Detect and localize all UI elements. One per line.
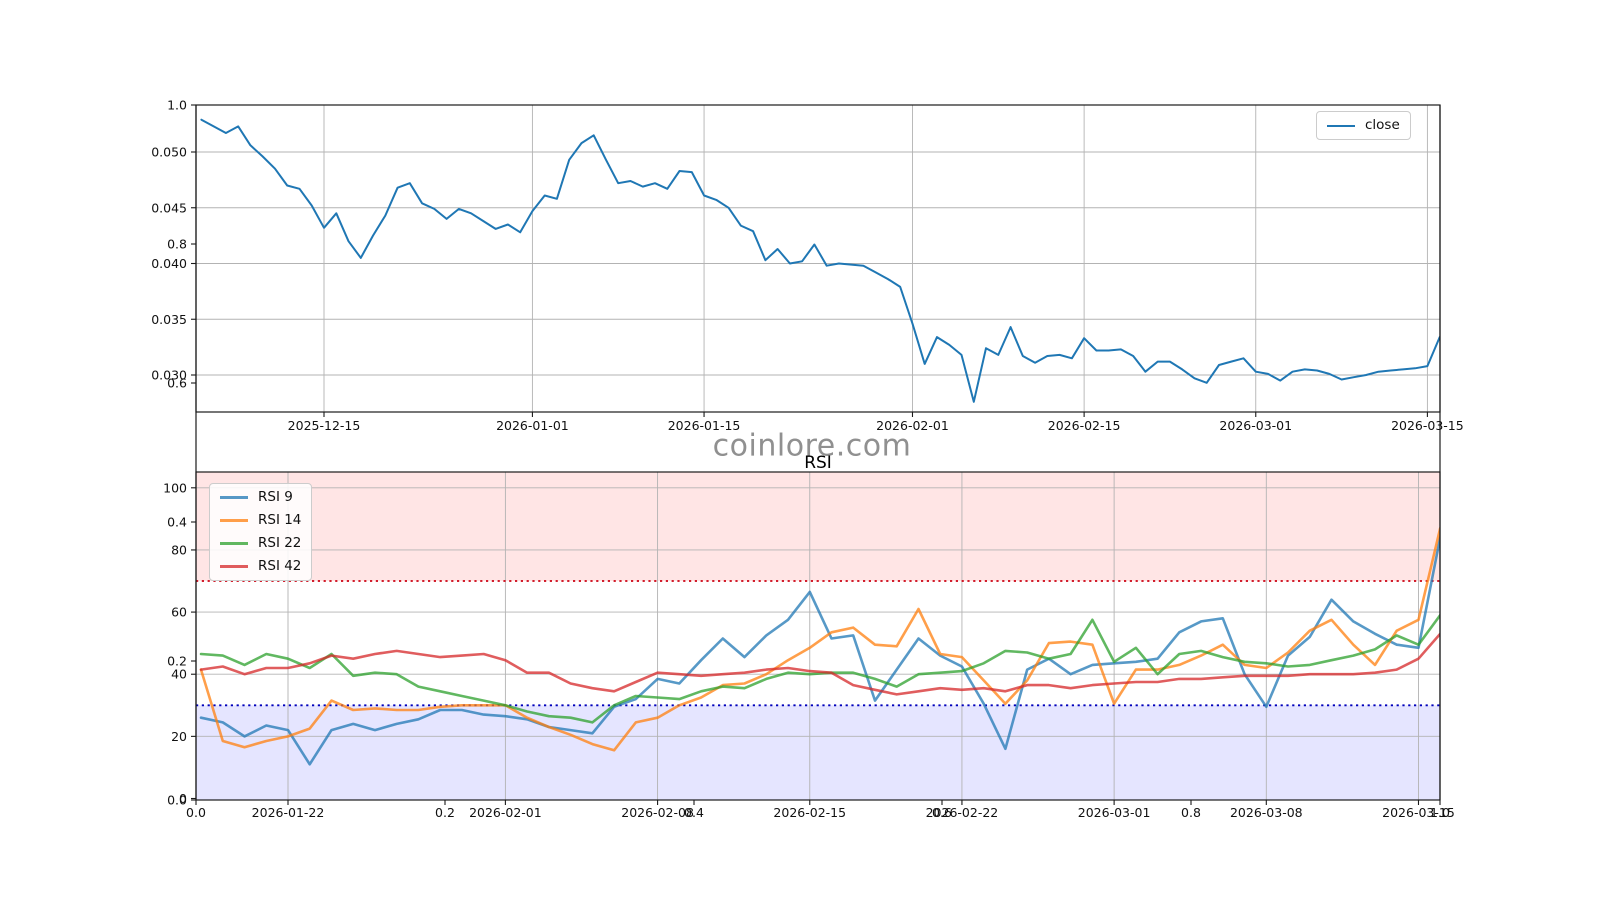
rsi-y-tick-label: 80 — [171, 542, 187, 557]
top-x-tick-label: 2026-02-01 — [876, 418, 949, 433]
overlay-y-tick-label: 0.6 — [167, 376, 187, 391]
rsi-y-tick-label: 0 — [179, 791, 187, 806]
rsi-x-tick-label: 2026-02-01 — [469, 805, 542, 820]
top-panel-frame — [195, 104, 1441, 413]
close-line-sample — [1327, 124, 1355, 127]
legend-entry-rsi-9: RSI 9 — [220, 489, 301, 506]
overlay-x-tick-label: 0.2 — [435, 805, 455, 820]
legend-entry-rsi-42: RSI 42 — [220, 558, 301, 575]
top-x-tick-label: 2026-03-01 — [1219, 418, 1292, 433]
overlay-x-tick-label: 0.4 — [684, 805, 704, 820]
overlay-y-tick-label: 0.8 — [167, 237, 187, 252]
oversold-band — [196, 705, 1440, 800]
rsi-42-line — [199, 632, 1440, 696]
rsi-22-line — [199, 613, 1440, 724]
rsi-x-tick-label: 2026-03-08 — [1230, 805, 1303, 820]
top-y-tick-label: 0.050 — [151, 145, 187, 160]
rsi-line-sample — [220, 565, 248, 568]
top-y-tick-label: 0.035 — [151, 312, 187, 327]
overbought-band — [196, 472, 1440, 582]
legend-rsi: RSI 9 RSI 14 RSI 22 RSI 42 — [209, 483, 313, 581]
legend-label-rsi: RSI 22 — [258, 534, 302, 551]
overlay-y-tick-label: 0.4 — [167, 515, 187, 530]
rsi-y-tick-label: 20 — [171, 729, 187, 744]
overlay-y-tick-label: 0.0 — [167, 793, 187, 808]
overlay-x-tick-label: 0.8 — [1181, 805, 1201, 820]
top-y-tick-label: 0.030 — [151, 368, 187, 383]
legend-entry-rsi-14: RSI 14 — [220, 512, 301, 529]
rsi-x-tick-label: 2026-03-15 — [1382, 805, 1455, 820]
top-x-tick-label: 2026-01-15 — [668, 418, 741, 433]
legend-label-rsi: RSI 42 — [258, 557, 302, 574]
watermark: coinlore.com — [712, 428, 912, 464]
rsi-y-tick-label: 40 — [171, 667, 187, 682]
top-y-tick-label: 0.040 — [151, 256, 187, 271]
overlay-x-tick-label: 0.6 — [932, 805, 952, 820]
legend-close: close — [1316, 111, 1411, 140]
overlay-x-tick-label: 1.0 — [1430, 805, 1450, 820]
rsi-9-line — [199, 536, 1440, 766]
rsi-y-tick-label: 100 — [163, 480, 187, 495]
legend-entry-close: close — [1327, 117, 1400, 134]
rsi-y-tick-label: 60 — [171, 605, 187, 620]
top-x-tick-label: 2026-03-15 — [1391, 418, 1464, 433]
rsi-x-tick-label: 2026-02-22 — [926, 805, 999, 820]
rsi-x-tick-label: 2026-02-08 — [621, 805, 694, 820]
legend-entry-rsi-22: RSI 22 — [220, 535, 301, 552]
rsi-line-sample — [220, 519, 248, 522]
top-x-tick-label: 2025-12-15 — [288, 418, 361, 433]
rsi-x-tick-label: 2026-03-01 — [1078, 805, 1151, 820]
rsi-x-tick-label: 2026-02-15 — [773, 805, 846, 820]
overlay-y-tick-label: 0.2 — [167, 654, 187, 669]
rsi-14-line — [199, 526, 1440, 752]
top-x-tick-label: 2026-01-01 — [496, 418, 569, 433]
rsi-line-sample — [220, 496, 248, 499]
close-line — [200, 118, 1440, 403]
rsi-x-tick-label: 2026-01-22 — [252, 805, 325, 820]
legend-label-rsi: RSI 9 — [258, 488, 293, 505]
rsi-line-sample — [220, 542, 248, 545]
overlay-y-tick-label: 1.0 — [167, 98, 187, 113]
top-x-tick-label: 2026-02-15 — [1048, 418, 1121, 433]
legend-label-rsi: RSI 14 — [258, 511, 302, 528]
overlay-x-tick-label: 0.0 — [186, 805, 206, 820]
legend-label-close: close — [1365, 116, 1400, 133]
top-y-tick-label: 0.045 — [151, 200, 187, 215]
rsi-panel-title: RSI — [804, 453, 832, 473]
